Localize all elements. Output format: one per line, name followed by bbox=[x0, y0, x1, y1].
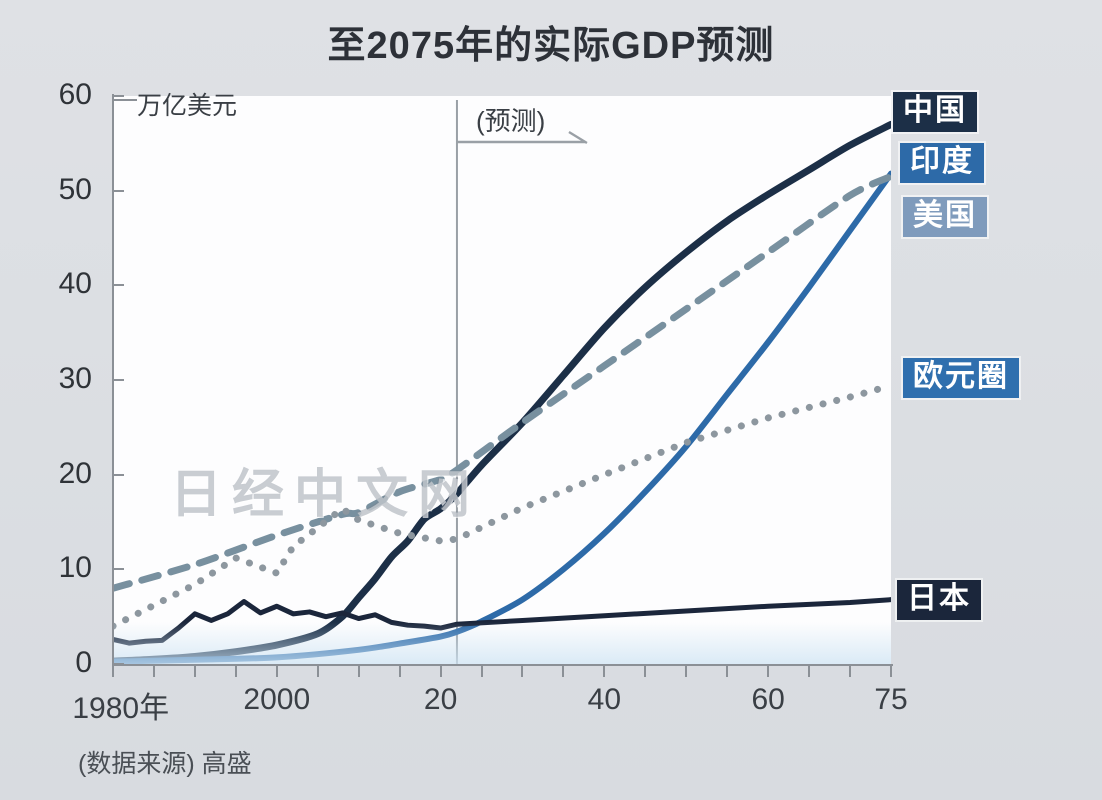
x-tick-mark bbox=[398, 666, 401, 677]
line-series-japan bbox=[113, 597, 891, 646]
forecast-annotation-label: (预测) bbox=[476, 106, 546, 136]
y-axis-ticks: 0 10 20 30 40 50 60 bbox=[0, 0, 180, 800]
x-tick-mark bbox=[685, 666, 688, 677]
chart-lines bbox=[113, 100, 891, 664]
line-series-china bbox=[113, 120, 891, 664]
legend-item-india[interactable]: 印度 bbox=[900, 143, 984, 183]
y-tick-label: 20 bbox=[58, 456, 92, 490]
x-tick-mark bbox=[726, 666, 729, 677]
y-tick-mark bbox=[113, 473, 124, 476]
x-tick-label: 1980年 bbox=[72, 692, 170, 725]
y-tick-mark bbox=[113, 284, 124, 287]
y-tick-label: 30 bbox=[58, 362, 92, 395]
y-tick-mark bbox=[113, 379, 124, 381]
y-axis-unit-label: 万亿美元 bbox=[137, 92, 238, 120]
x-tick-mark bbox=[890, 666, 892, 677]
x-axis bbox=[112, 664, 893, 666]
x-tick-mark bbox=[849, 666, 852, 677]
x-tick-mark bbox=[480, 666, 483, 677]
x-tick-mark bbox=[112, 666, 114, 677]
x-tick-mark bbox=[521, 666, 524, 677]
x-tick-mark bbox=[767, 666, 770, 677]
y-tick-mark bbox=[113, 568, 124, 571]
x-tick-mark bbox=[562, 666, 565, 677]
x-tick-label: 40 bbox=[587, 683, 622, 716]
x-tick-mark bbox=[193, 666, 196, 677]
y-tick-label: 40 bbox=[58, 267, 92, 301]
page-title: 至2075年的实际GDP预测 bbox=[327, 25, 775, 67]
forecast-arrow-icon bbox=[456, 130, 588, 145]
x-tick-label: 75 bbox=[874, 683, 908, 716]
y-tick-label: 50 bbox=[58, 172, 92, 206]
x-tick-mark bbox=[316, 666, 319, 677]
x-tick-mark bbox=[808, 666, 811, 677]
x-tick-mark bbox=[152, 666, 155, 677]
y-tick-mark bbox=[113, 95, 124, 97]
legend-item-eurozone[interactable]: 欧元圈 bbox=[903, 358, 1019, 398]
x-tick-mark bbox=[644, 666, 647, 677]
legend-item-japan[interactable]: 日本 bbox=[897, 580, 981, 620]
y-tick-label: 0 bbox=[75, 646, 92, 679]
legend-item-us[interactable]: 美国 bbox=[903, 197, 987, 237]
unit-tick bbox=[113, 99, 137, 101]
source-note: (数据来源) 高盛 bbox=[78, 750, 252, 778]
x-tick-mark bbox=[234, 666, 237, 677]
line-series-india bbox=[113, 170, 891, 664]
y-tick-mark bbox=[113, 663, 124, 665]
x-tick-label: 2000 bbox=[243, 683, 311, 716]
line-series-us bbox=[113, 172, 891, 592]
x-tick-label: 20 bbox=[423, 683, 458, 716]
plot-area bbox=[113, 96, 891, 664]
line-series-eurozone bbox=[113, 382, 891, 630]
x-tick-mark bbox=[439, 666, 442, 677]
x-tick-mark bbox=[603, 666, 606, 677]
x-tick-mark bbox=[275, 666, 278, 677]
x-tick-label: 60 bbox=[751, 683, 785, 716]
y-tick-mark bbox=[113, 189, 124, 192]
legend-item-china[interactable]: 中国 bbox=[893, 92, 977, 132]
x-tick-mark bbox=[357, 666, 360, 677]
y-tick-label: 60 bbox=[58, 78, 92, 111]
y-tick-label: 10 bbox=[58, 551, 92, 585]
